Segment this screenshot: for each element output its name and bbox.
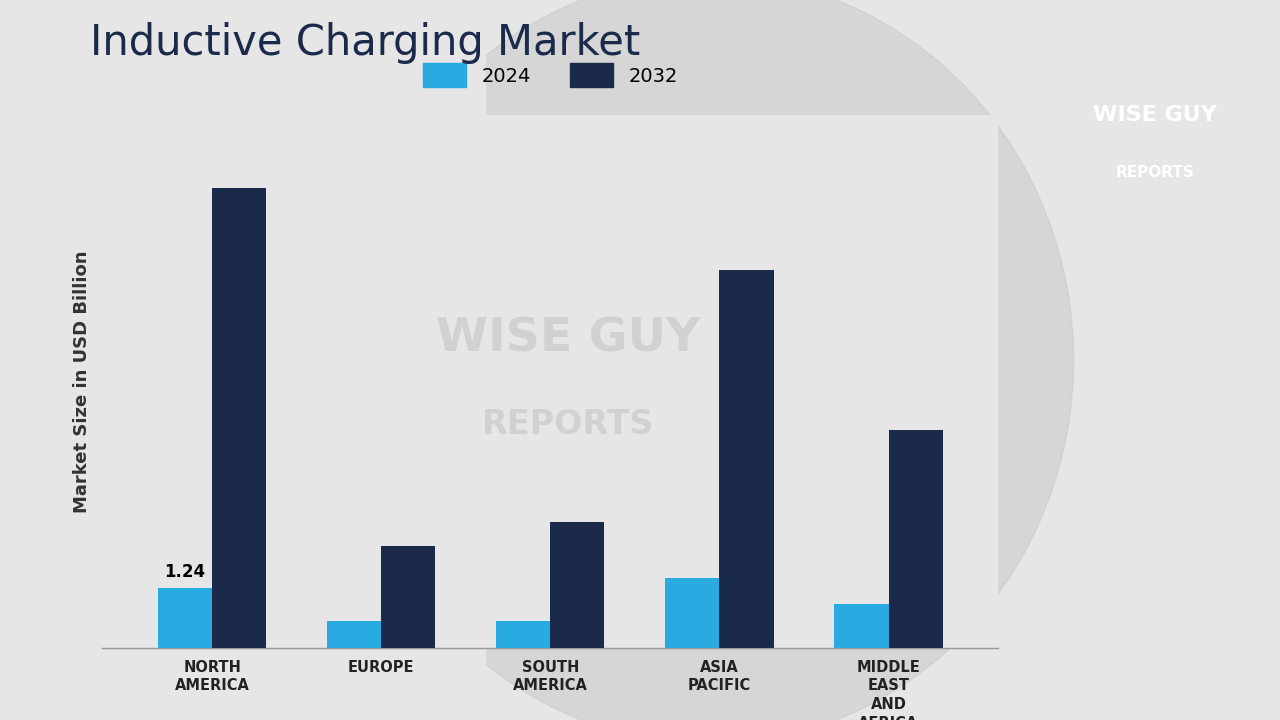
Text: WISE GUY: WISE GUY	[436, 317, 700, 361]
Legend: 2024, 2032: 2024, 2032	[416, 55, 685, 95]
Text: REPORTS: REPORTS	[483, 408, 654, 441]
Bar	[835, 604, 888, 648]
Bar	[497, 621, 550, 648]
Bar	[212, 188, 266, 648]
Bar	[159, 588, 212, 648]
Bar	[719, 270, 773, 648]
Bar	[381, 546, 435, 648]
Y-axis label: Market Size in USD Billion: Market Size in USD Billion	[73, 251, 91, 513]
Bar	[888, 430, 942, 648]
Bar	[328, 621, 381, 648]
Circle shape	[343, 0, 1074, 720]
Bar	[666, 577, 719, 648]
Text: REPORTS: REPORTS	[1116, 166, 1194, 180]
Text: WISE GUY: WISE GUY	[1093, 105, 1217, 125]
Text: Inductive Charging Market: Inductive Charging Market	[90, 22, 640, 63]
Text: 1.24: 1.24	[165, 562, 206, 580]
Bar	[550, 522, 604, 648]
